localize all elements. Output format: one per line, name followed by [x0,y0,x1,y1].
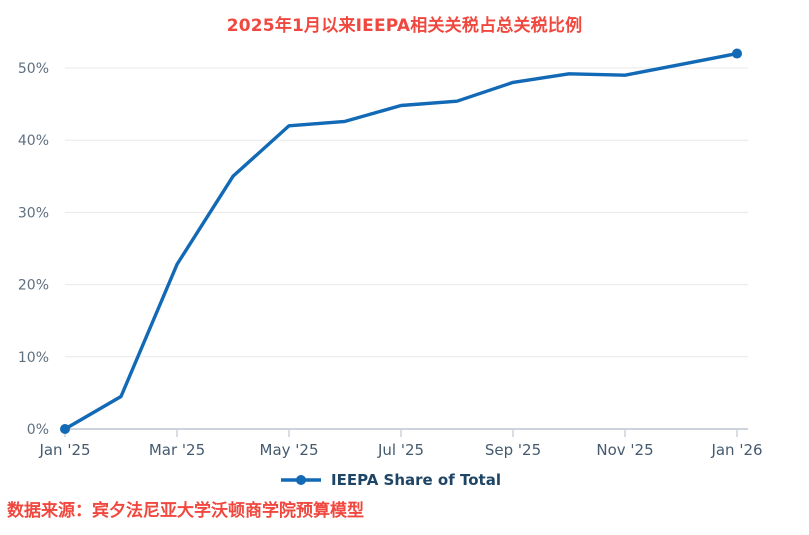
x-tick-label: Nov '25 [596,441,653,459]
chart-legend: IEEPA Share of Total [0,471,780,489]
y-tick-label: 40% [18,133,49,149]
series-line[interactable] [63,51,739,431]
legend-marker-icon[interactable] [279,473,323,487]
y-tick-label: 0% [27,422,49,438]
gridlines-group [65,67,748,358]
source-note: 数据来源：宾夕法尼亚大学沃顿商学院预算模型 [7,501,364,521]
x-tick-label: Jan '26 [710,441,762,459]
x-tick-label: Jan '25 [38,441,90,459]
x-tick-label: Jul '25 [377,441,424,459]
y-tick-label: 20% [18,278,49,294]
data-point-marker[interactable] [732,48,742,59]
axes-group [64,428,748,437]
series-group[interactable] [60,48,742,434]
y-tick-label: 30% [18,205,49,221]
line-chart: 0% 10% 20% 30% 40% 50% Jan '25 Mar '25 May '25 Ju… [18,48,763,459]
y-tick-label: 50% [18,61,49,77]
x-tick-label: May '25 [260,441,319,459]
data-point-marker[interactable] [60,424,70,434]
y-tick-label: 10% [18,350,49,366]
axis-labels-group: 0% 10% 20% 30% 40% 50% Jan '25 Mar '25 May '25 Ju… [18,61,763,459]
x-tick-label: Mar '25 [149,441,205,459]
legend-item-label[interactable]: IEEPA Share of Total [331,471,501,489]
x-tick-label: Sep '25 [485,441,541,459]
chart-title: 2025年1月以来IEEPA相关关税占总关税比例 [226,16,583,36]
